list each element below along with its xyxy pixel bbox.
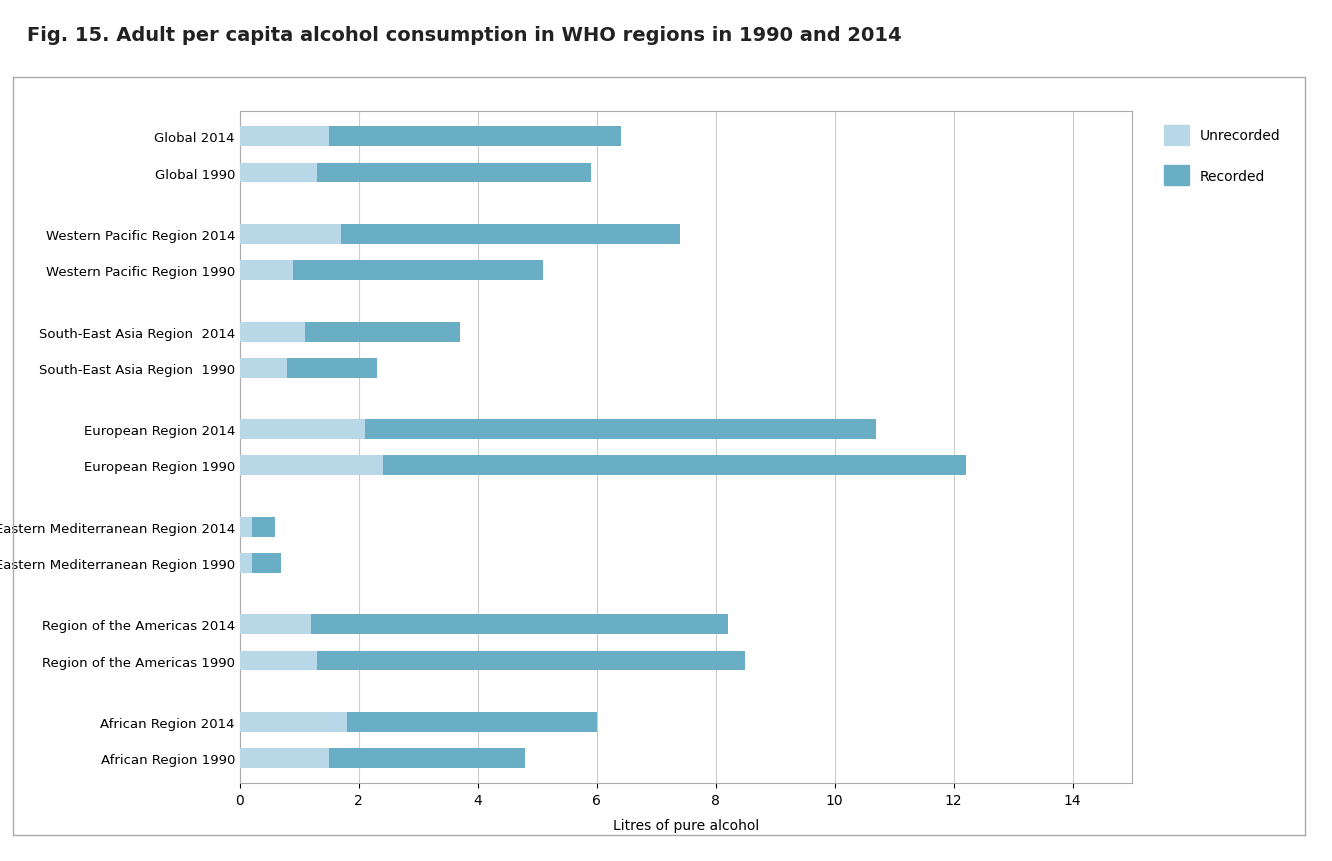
Text: Fig. 15. Adult per capita alcohol consumption in WHO regions in 1990 and 2014: Fig. 15. Adult per capita alcohol consum… [27, 26, 902, 45]
Bar [317, 651, 746, 671]
Bar [365, 419, 876, 440]
Bar [240, 164, 317, 183]
Bar [252, 517, 276, 537]
Bar [240, 554, 252, 573]
X-axis label: Litres of pure alcohol: Litres of pure alcohol [613, 818, 759, 833]
Bar [252, 554, 281, 573]
Bar [240, 615, 312, 635]
Bar [240, 261, 293, 281]
Bar [346, 712, 597, 732]
Bar [317, 164, 591, 183]
Bar [240, 651, 317, 671]
Bar [240, 712, 346, 732]
Bar [293, 261, 543, 281]
Bar [288, 358, 377, 378]
Bar [341, 225, 681, 245]
Bar [240, 322, 305, 342]
Bar [305, 322, 460, 342]
Bar [382, 455, 966, 475]
Bar [312, 615, 727, 635]
Bar [240, 419, 365, 440]
Bar [329, 127, 621, 147]
Bar [240, 455, 382, 475]
Legend: Unrecorded, Recorded: Unrecorded, Recorded [1158, 119, 1288, 193]
Bar [240, 127, 329, 147]
Bar [240, 225, 341, 245]
Bar [240, 748, 329, 768]
Bar [329, 748, 525, 768]
Bar [240, 517, 252, 537]
Bar [240, 358, 288, 378]
